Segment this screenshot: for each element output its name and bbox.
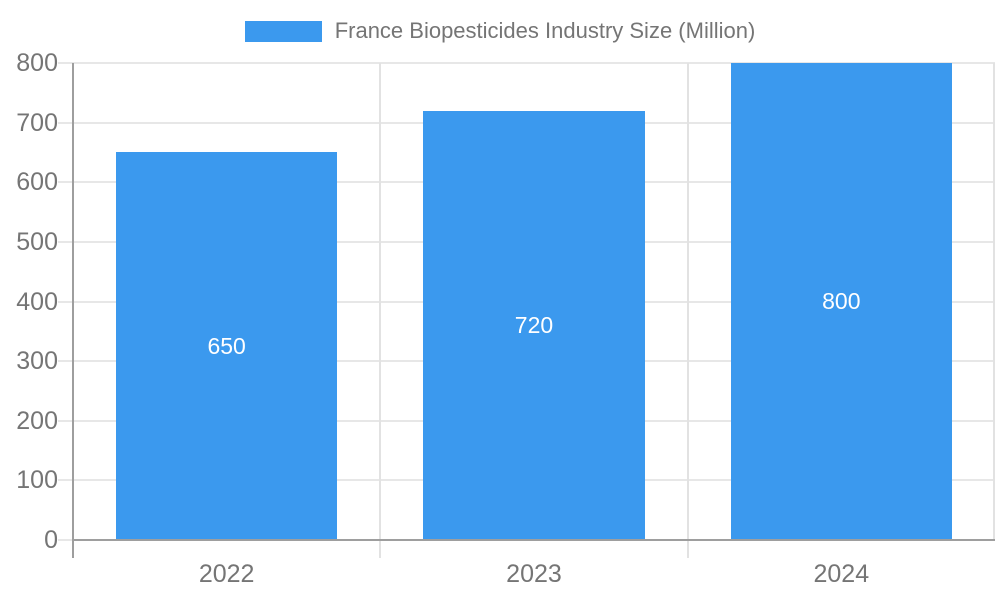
y-axis-tick-label: 200	[16, 406, 58, 435]
plot-right-border	[993, 63, 995, 540]
y-axis-line	[72, 63, 74, 558]
y-tick-mark	[58, 479, 73, 482]
bar-value-label: 720	[514, 311, 554, 338]
y-axis-tick-label: 300	[16, 347, 58, 376]
bar-2024: 800	[730, 63, 952, 540]
x-axis-tick-label: 2024	[813, 560, 870, 588]
y-tick-mark	[58, 419, 73, 422]
y-tick-mark	[58, 181, 73, 184]
x-axis-tick-label: 2023	[506, 560, 562, 588]
y-axis-tick-label: 800	[16, 49, 58, 77]
legend: France Biopesticides Industry Size (Mill…	[0, 17, 1000, 45]
y-tick-mark	[58, 300, 73, 303]
y-tick-mark	[58, 121, 73, 124]
y-axis-tick-label: 700	[16, 108, 58, 137]
y-tick-mark	[58, 62, 73, 64]
y-axis-tick-label: 400	[16, 287, 58, 316]
x-axis-line	[73, 539, 995, 541]
bar-2022: 650	[116, 152, 338, 540]
category-separator	[686, 63, 689, 558]
bar-value-label: 800	[822, 288, 861, 314]
y-tick-mark	[58, 360, 73, 363]
legend-swatch	[244, 20, 322, 42]
y-tick-mark	[58, 240, 73, 243]
y-tick-mark	[58, 539, 73, 541]
y-axis-tick-label: 100	[16, 466, 58, 495]
legend-label: France Biopesticides Industry Size (Mill…	[334, 18, 756, 43]
y-axis-tick-label: 500	[16, 227, 58, 256]
bar-value-label: 650	[207, 332, 246, 359]
x-axis-tick-label: 2022	[198, 560, 255, 588]
y-axis-tick-label: 600	[16, 168, 58, 197]
bar-2023: 720	[423, 110, 645, 540]
y-gridline	[73, 62, 995, 64]
category-separator	[379, 63, 382, 558]
y-axis-tick-label: 0	[44, 526, 58, 554]
